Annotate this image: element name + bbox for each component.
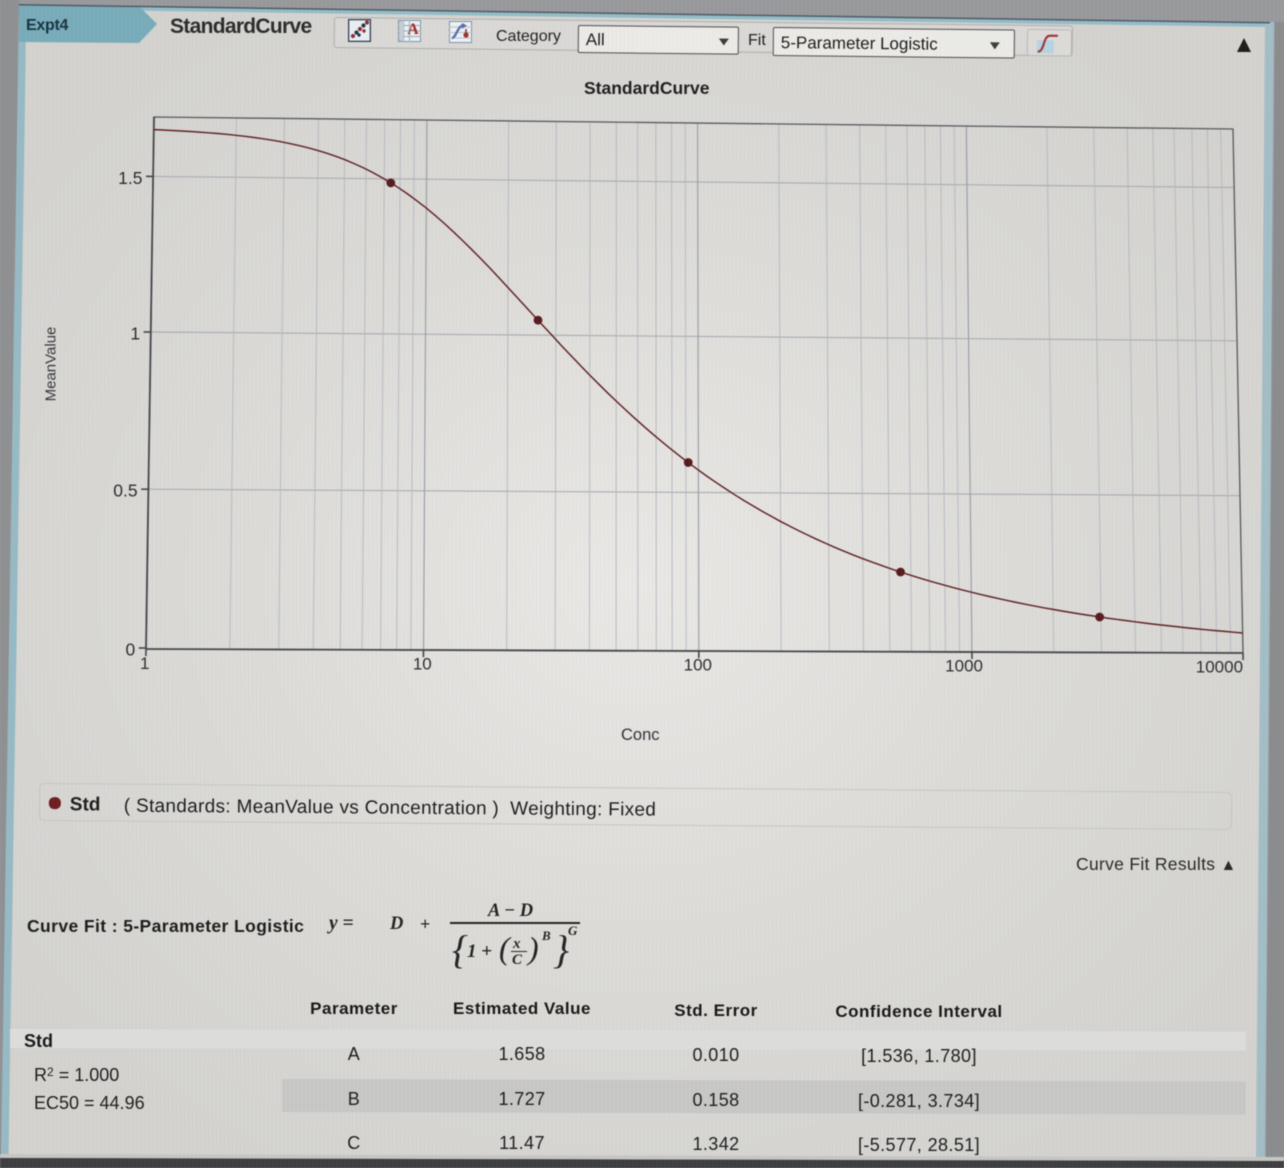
- svg-text:1000: 1000: [945, 657, 983, 676]
- svg-text:100: 100: [684, 656, 712, 675]
- svg-text:A: A: [407, 21, 419, 38]
- svg-text:1.5: 1.5: [118, 168, 142, 188]
- svg-text:1: 1: [140, 654, 149, 673]
- svg-text:0.5: 0.5: [113, 481, 137, 501]
- svg-text:10: 10: [413, 655, 432, 674]
- svg-text:10000: 10000: [1196, 657, 1243, 676]
- svg-text:0: 0: [125, 639, 135, 659]
- svg-text:1: 1: [130, 324, 140, 344]
